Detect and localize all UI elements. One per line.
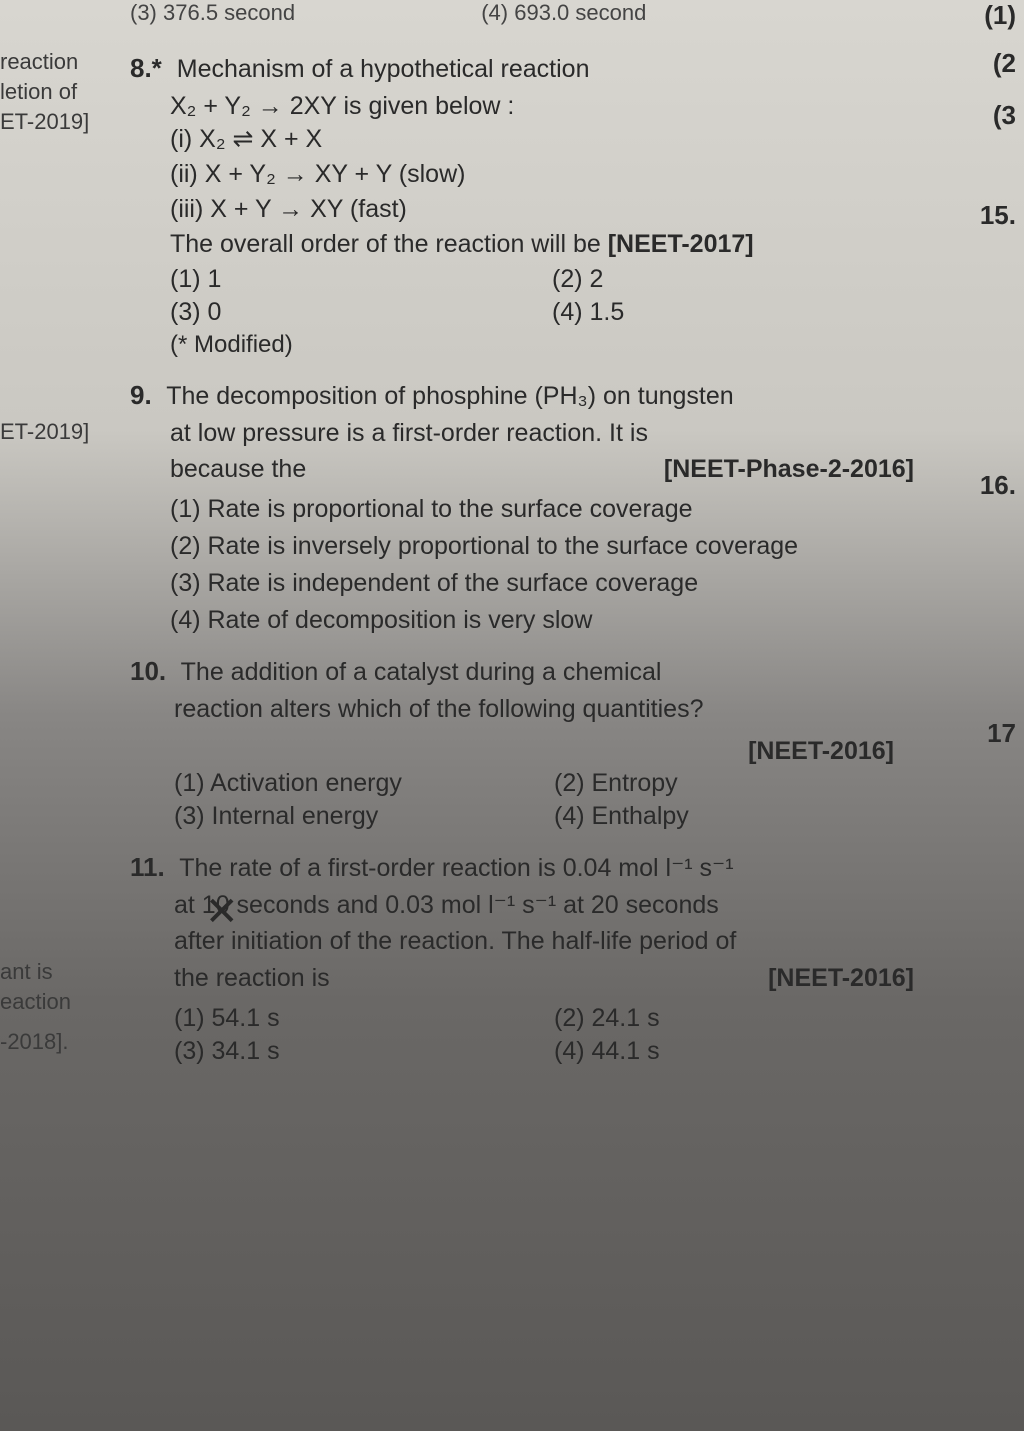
- exam-reference: [NEET-2017]: [608, 230, 754, 258]
- option-4: (4) 44.1 s: [554, 1037, 934, 1066]
- question-text: Mechanism of a hypothetical reaction: [177, 55, 590, 83]
- question-text: because the [NEET-Phase-2-2016]: [170, 451, 934, 487]
- option-1: (1) Rate is proportional to the surface …: [170, 495, 934, 524]
- question-number: 10.: [130, 653, 166, 691]
- margin-text: 15.: [980, 200, 1016, 231]
- option-2: (2) 24.1 s: [554, 1004, 934, 1033]
- option-2: (2) Rate is inversely proportional to th…: [170, 532, 934, 561]
- exam-reference: [NEET-Phase-2-2016]: [664, 451, 914, 487]
- margin-text: -2018].: [0, 1028, 69, 1057]
- margin-text: letion of: [0, 78, 77, 107]
- option-4: (4) 1.5: [552, 298, 934, 327]
- question-11: 11. The rate of a first-order reaction i…: [130, 849, 934, 1065]
- option-2: (2) Entropy: [554, 769, 934, 798]
- question-10: 10. The addition of a catalyst during a …: [130, 653, 934, 831]
- option-3: (3) Rate is independent of the surface c…: [170, 569, 934, 598]
- margin-text: 17: [987, 718, 1016, 749]
- question-text: The decomposition of phosphine (PH₃) on …: [166, 382, 733, 410]
- option-2: (2) 2: [552, 265, 934, 294]
- mechanism-step: (iii) X + Y → XY (fast): [170, 195, 934, 224]
- question-text: The rate of a first-order reaction is 0.…: [179, 854, 733, 882]
- cross-annotation: ✕: [205, 889, 239, 935]
- question-text: after initiation of the reaction. The ha…: [174, 923, 934, 959]
- exam-reference: [NEET-2016]: [130, 733, 894, 769]
- question-text: the reaction is [NEET-2016]: [174, 960, 934, 996]
- question-text: at 10 seconds and 0.03 mol l⁻¹ s⁻¹ at 20…: [174, 887, 934, 923]
- margin-text: (2: [993, 48, 1016, 79]
- question-9: 9. The decomposition of phosphine (PH₃) …: [130, 377, 934, 635]
- option-1: (1) 1: [170, 265, 552, 294]
- partial-prev-question: (3) 376.5 second (4) 693.0 second: [130, 0, 646, 26]
- question-number: 8.*: [130, 50, 162, 88]
- margin-text: ET-2019]: [0, 418, 89, 447]
- modified-note: (* Modified): [170, 331, 934, 359]
- margin-text: ET-2019]: [0, 108, 89, 137]
- margin-text: eaction: [0, 988, 71, 1017]
- prev-opt3: (3) 376.5 second: [130, 0, 295, 25]
- margin-text: (1): [984, 0, 1016, 31]
- prev-opt4: (4) 693.0 second: [481, 0, 646, 25]
- margin-text: (3: [993, 100, 1016, 131]
- question-text: reaction alters which of the following q…: [174, 691, 934, 727]
- option-3: (3) Internal energy: [174, 802, 554, 831]
- option-1: (1) 54.1 s: [174, 1004, 554, 1033]
- exam-page: (3) 376.5 second (4) 693.0 second reacti…: [0, 0, 1024, 1431]
- option-4: (4) Rate of decomposition is very slow: [170, 606, 934, 635]
- mechanism-step: (ii) X + Y₂ → XY + Y (slow): [170, 160, 934, 189]
- option-1: (1) Activation energy: [174, 769, 554, 798]
- question-text: at low pressure is a first-order reactio…: [170, 415, 934, 451]
- mechanism-step: (i) X₂ ⇌ X + X: [170, 124, 934, 154]
- margin-text: ant is: [0, 958, 53, 987]
- margin-text: 16.: [980, 470, 1016, 501]
- option-4: (4) Enthalpy: [554, 802, 934, 831]
- option-3: (3) 0: [170, 298, 552, 327]
- question-stem: The overall order of the reaction will b…: [170, 230, 934, 259]
- margin-text: reaction: [0, 48, 78, 77]
- question-8: 8.* Mechanism of a hypothetical reaction…: [130, 50, 934, 359]
- option-3: (3) 34.1 s: [174, 1037, 554, 1066]
- question-number: 9.: [130, 377, 152, 415]
- question-text: The addition of a catalyst during a chem…: [181, 658, 662, 686]
- question-number: 11.: [130, 849, 165, 887]
- question-text: X₂ + Y₂ → 2XY is given below :: [170, 88, 934, 124]
- exam-reference: [NEET-2016]: [768, 960, 914, 996]
